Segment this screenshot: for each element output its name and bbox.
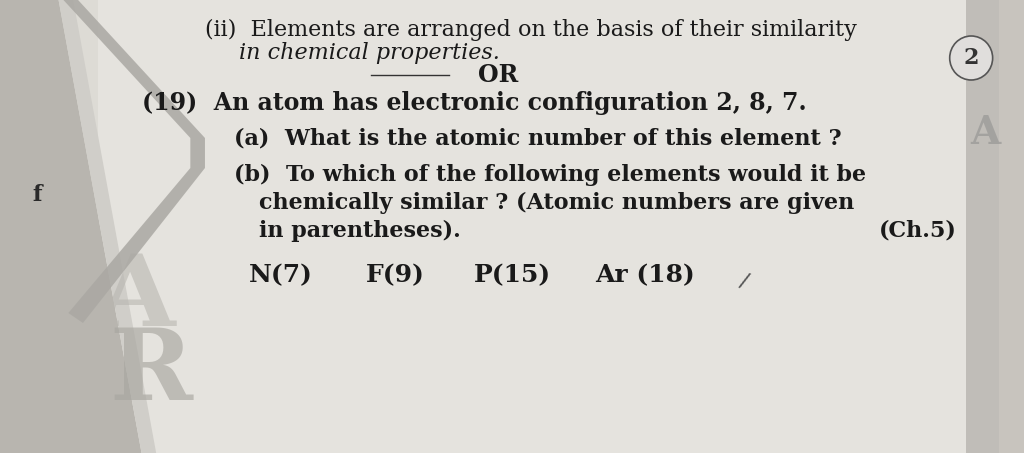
Text: (a)  What is the atomic number of this element ?: (a) What is the atomic number of this el… bbox=[234, 127, 842, 149]
Text: in parentheses).: in parentheses). bbox=[259, 220, 461, 242]
Polygon shape bbox=[0, 0, 141, 453]
Text: f: f bbox=[33, 184, 42, 206]
Circle shape bbox=[949, 36, 992, 80]
Text: A: A bbox=[98, 250, 175, 347]
Polygon shape bbox=[967, 0, 999, 453]
Polygon shape bbox=[58, 0, 157, 453]
Text: (ii)  Elements are arranged on the basis of their similarity: (ii) Elements are arranged on the basis … bbox=[205, 19, 857, 41]
Text: R: R bbox=[110, 324, 193, 421]
Text: A: A bbox=[971, 114, 1000, 152]
Text: OR: OR bbox=[478, 63, 518, 87]
Text: N(7): N(7) bbox=[249, 263, 312, 287]
Polygon shape bbox=[63, 0, 205, 323]
Text: 2: 2 bbox=[964, 47, 979, 69]
Text: Ar (18): Ar (18) bbox=[595, 263, 695, 287]
Text: (Ch.5): (Ch.5) bbox=[879, 220, 956, 242]
Text: F(9): F(9) bbox=[366, 263, 425, 287]
Text: (19)  An atom has electronic configuration 2, 8, 7.: (19) An atom has electronic configuratio… bbox=[141, 91, 806, 115]
FancyBboxPatch shape bbox=[0, 0, 999, 453]
Text: P(15): P(15) bbox=[473, 263, 551, 287]
Text: chemically similar ? (Atomic numbers are given: chemically similar ? (Atomic numbers are… bbox=[259, 192, 854, 214]
Text: in chemical properties.: in chemical properties. bbox=[240, 42, 500, 64]
FancyBboxPatch shape bbox=[97, 0, 976, 453]
Text: /: / bbox=[737, 270, 751, 292]
Text: (b)  To which of the following elements would it be: (b) To which of the following elements w… bbox=[234, 164, 866, 186]
